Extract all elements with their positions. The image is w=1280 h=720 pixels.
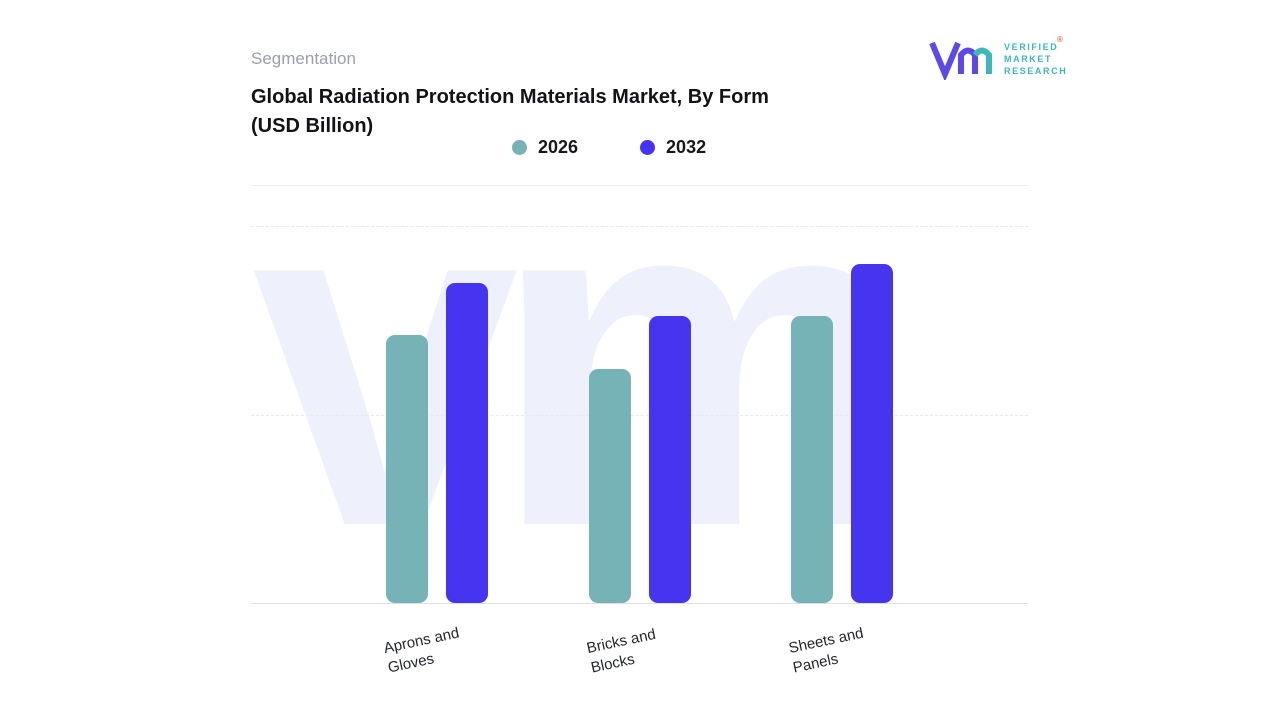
logo-line-2: MARKET [1004,54,1053,64]
chart-plot: Aprons and Gloves Bricks and Blocks Sheets… [251,226,1028,677]
gridline-middle [251,414,1028,416]
bar-2032 [850,263,893,603]
legend-swatch [640,140,656,155]
logo-line-3: RESEARCH [1004,66,1068,76]
bar-2026 [386,335,429,603]
vmr-logo: VERIFIED MARKET RESEARCH ® [928,35,1067,80]
section-label: Segmentation [251,49,356,68]
chart-subtitle: (USD Billion) [251,115,374,137]
chart-title: Global Radiation Protection Materials Ma… [251,86,769,108]
legend-label: 2032 [666,137,707,157]
bar-2026 [790,316,833,603]
logo-line-1: VERIFIED [1004,42,1059,52]
bar-2032 [446,282,489,603]
gridline-baseline [251,603,1028,604]
bar-group-2 [588,226,691,603]
header-divider [251,185,1028,186]
bar-group-1 [386,226,489,603]
legend: 2026 2032 [512,137,706,158]
legend-item-2032: 2032 [640,137,706,158]
category-label: Aprons and Gloves [382,624,462,677]
legend-label: 2026 [538,137,579,157]
vmr-logo-mark [929,41,992,80]
category-label: Bricks and Blocks [584,625,657,677]
bar-2026 [588,369,631,603]
category-label: Sheets and Panels [786,624,865,677]
bar-2032 [648,316,691,603]
title-block: Global Radiation Protection Materials Ma… [251,83,803,141]
legend-swatch [512,140,527,155]
legend-item-2026: 2026 [512,137,578,158]
bar-group-3 [790,226,893,603]
vmr-logo-text: VERIFIED MARKET RESEARCH [1004,41,1067,77]
registered-mark: ® [1057,35,1063,44]
gridline-top [251,226,1028,227]
